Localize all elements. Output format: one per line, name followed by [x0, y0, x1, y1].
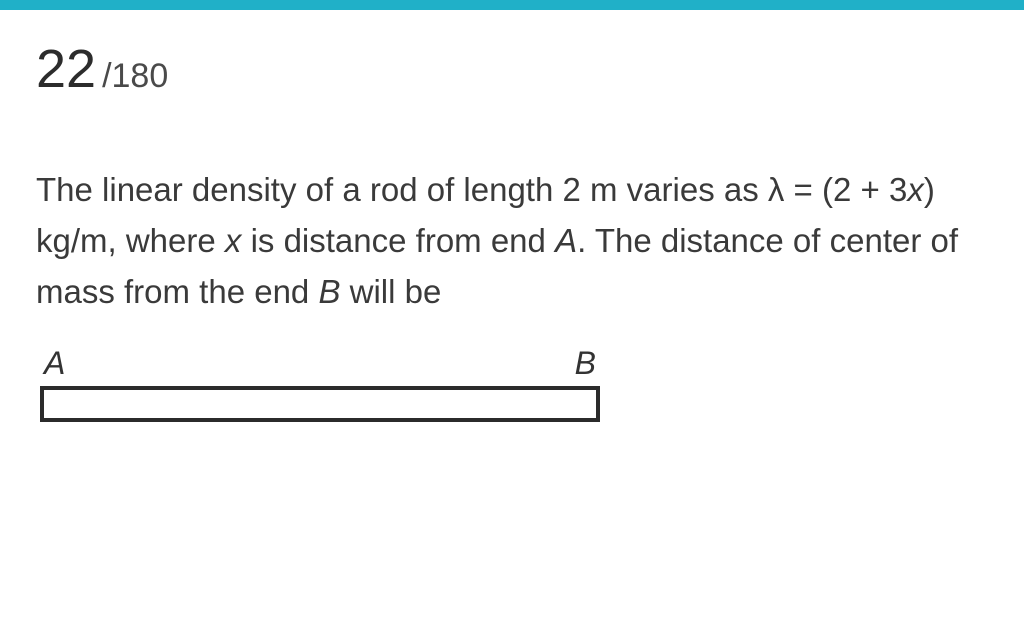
question-lambda: λ [768, 171, 785, 208]
question-fragment: will be [340, 273, 441, 310]
counter-current: 22 [36, 38, 96, 100]
rod-diagram: A B [40, 345, 988, 422]
rod-label-b: B [575, 345, 596, 382]
question-fragment: The linear density of a rod of length 2 … [36, 171, 768, 208]
question-text: The linear density of a rod of length 2 … [36, 164, 976, 317]
question-content: 22 /180 The linear density of a rod of l… [0, 10, 1024, 422]
question-label-b: B [318, 273, 340, 310]
question-fragment: = (2 + [784, 171, 889, 208]
rod-end-labels: A B [40, 345, 600, 382]
question-label-a: A [555, 222, 577, 259]
top-accent-bar [0, 0, 1024, 10]
question-fragment: is distance from end [241, 222, 555, 259]
question-var-x: x [225, 222, 242, 259]
question-fragment: 3 [889, 171, 907, 208]
rod-label-a: A [44, 345, 65, 382]
question-var-x: x [907, 171, 924, 208]
counter-total: /180 [102, 57, 168, 96]
question-fragment: . The distance of [577, 222, 830, 259]
rod-shape [40, 386, 600, 422]
question-counter: 22 /180 [36, 38, 988, 100]
